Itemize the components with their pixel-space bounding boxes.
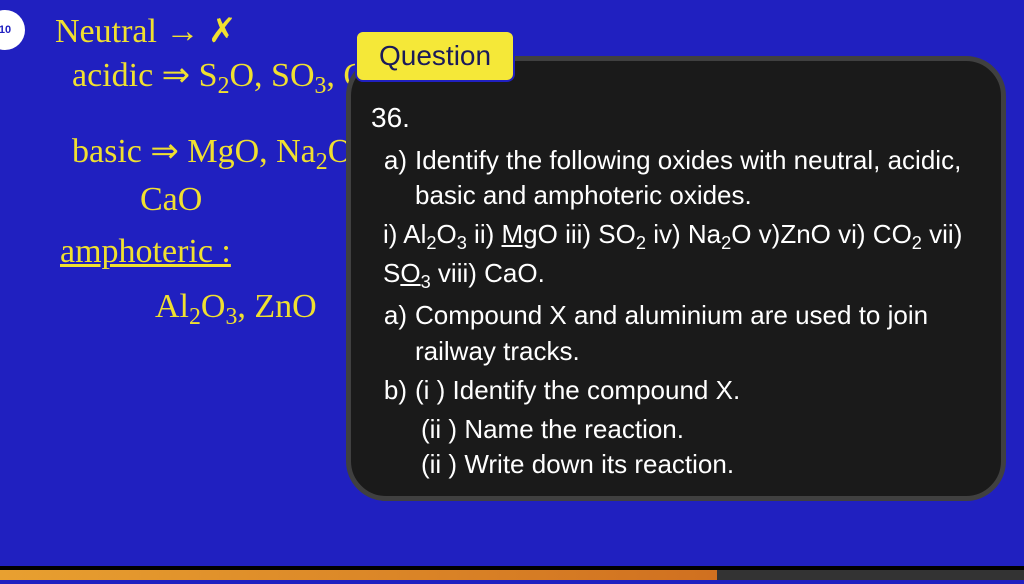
hw-text: O: [201, 288, 226, 325]
opt-text: O iii) SO: [538, 219, 636, 249]
opt-text: O: [400, 258, 420, 288]
opt-text: i) Al: [383, 219, 426, 249]
question-part-a2: a) Compound X and aluminium are used to …: [371, 298, 977, 368]
question-panel: 36. a) Identify the following oxides wit…: [346, 56, 1006, 501]
question-options: i) Al2O3 ii) MgO iii) SO2 iv) Na2O v)ZnO…: [371, 217, 977, 295]
opt-text: O: [436, 219, 456, 249]
opt-text: ii): [467, 219, 502, 249]
question-b-iii: (ii ) Write down its reaction.: [371, 447, 977, 482]
opt-sub: 3: [421, 272, 431, 292]
hw-sub: 3: [225, 304, 237, 330]
hw-text: O: [290, 57, 315, 94]
part-label: a): [371, 298, 415, 368]
hw-text: Al: [155, 288, 189, 325]
part-label: b): [371, 373, 415, 408]
question-b-ii: (ii ) Name the reaction.: [371, 412, 977, 447]
opt-sub: 3: [457, 233, 467, 253]
opt-sub: 2: [721, 233, 731, 253]
opt-text: Mg: [502, 219, 538, 249]
handwriting-al2o3: Al2O3, ZnO: [155, 285, 317, 329]
progress-bar: [0, 570, 1024, 580]
opt-text: iv) Na: [646, 219, 721, 249]
logo-badge: 10: [0, 10, 25, 50]
handwriting-neutral: Neutral → ✗: [55, 10, 236, 54]
opt-sub: 2: [426, 233, 436, 253]
hw-text: basic ⇒ MgO, Na: [72, 133, 316, 170]
logo-text: 10: [0, 24, 11, 36]
handwriting-cao: CaO: [140, 178, 202, 222]
question-part-b: b) (i ) Identify the compound X.: [371, 373, 977, 408]
part-text: Compound X and aluminium are used to joi…: [415, 298, 977, 368]
hw-text: , ZnO: [237, 288, 316, 325]
question-number: 36.: [371, 99, 977, 137]
opt-sub: 2: [912, 233, 922, 253]
opt-text: O v)ZnO vi) CO: [731, 219, 912, 249]
hw-sub: 2: [218, 73, 230, 99]
part-label: a): [371, 143, 415, 213]
opt-text: viii) CaO.: [431, 258, 545, 288]
opt-sub: 2: [636, 233, 646, 253]
hw-text: O: [229, 57, 254, 94]
handwriting-amphoteric: amphoteric :: [60, 230, 231, 274]
part-text: Identify the following oxides with neutr…: [415, 143, 977, 213]
hw-sub: 3: [315, 73, 327, 99]
handwriting-basic: basic ⇒ MgO, Na2O,: [72, 130, 361, 174]
question-tab: Question: [355, 30, 515, 82]
hw-sub: 2: [189, 304, 201, 330]
hw-text: acidic ⇒ S: [72, 57, 218, 94]
hw-sub: 2: [316, 149, 328, 175]
question-part-a: a) Identify the following oxides with ne…: [371, 143, 977, 213]
part-text: (i ) Identify the compound X.: [415, 373, 977, 408]
hw-text: , S: [254, 57, 290, 94]
